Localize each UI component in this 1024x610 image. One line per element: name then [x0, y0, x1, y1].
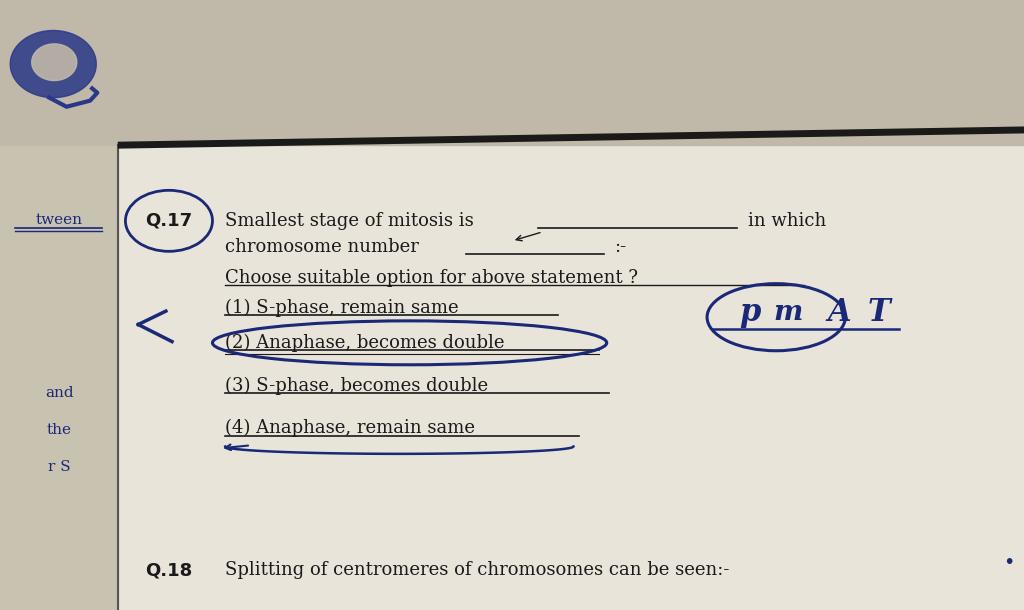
Text: :-: :-: [614, 238, 627, 256]
Text: m: m: [774, 299, 803, 326]
Text: (4) Anaphase, remain same: (4) Anaphase, remain same: [225, 419, 475, 437]
Polygon shape: [32, 44, 77, 81]
Text: Choose suitable option for above statement ?: Choose suitable option for above stateme…: [225, 268, 638, 287]
Text: •: •: [1002, 553, 1015, 572]
Text: Smallest stage of mitosis is: Smallest stage of mitosis is: [225, 212, 474, 230]
Text: and: and: [45, 387, 74, 400]
Bar: [0, 0, 118, 610]
Text: (1) S-phase, remain same: (1) S-phase, remain same: [225, 299, 459, 317]
Text: (2) Anaphase, becomes double: (2) Anaphase, becomes double: [225, 334, 505, 352]
Text: T: T: [867, 297, 890, 328]
Text: Q.18: Q.18: [145, 561, 193, 580]
Text: p: p: [739, 297, 760, 328]
Polygon shape: [10, 30, 96, 98]
Bar: [0, 0, 1024, 145]
Text: tween: tween: [36, 213, 83, 226]
Text: r S: r S: [48, 460, 71, 473]
Text: chromosome number: chromosome number: [225, 238, 419, 256]
Text: (3) S-phase, becomes double: (3) S-phase, becomes double: [225, 376, 488, 395]
Text: Q.17: Q.17: [145, 212, 193, 230]
Text: in which: in which: [748, 212, 825, 230]
Text: Splitting of centromeres of chromosomes can be seen:-: Splitting of centromeres of chromosomes …: [225, 561, 730, 580]
Text: the: the: [47, 423, 72, 437]
Text: A: A: [827, 297, 852, 328]
